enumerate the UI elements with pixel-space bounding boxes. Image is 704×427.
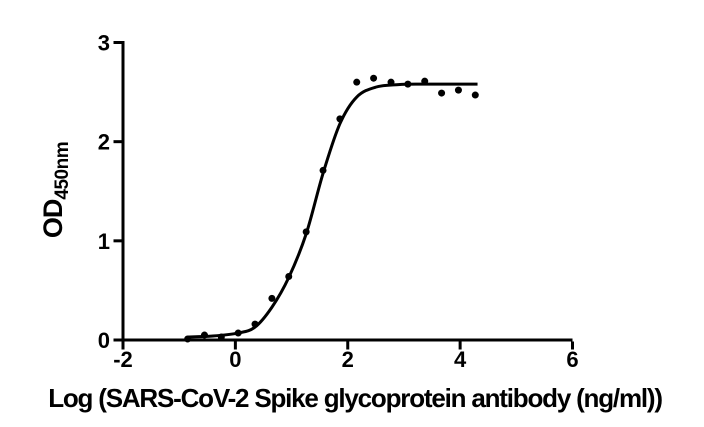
data-point xyxy=(404,80,412,88)
data-point xyxy=(234,329,242,337)
data-point xyxy=(336,115,344,123)
x-tick-label: 0 xyxy=(229,347,241,372)
x-axis-title: Log (SARS-CoV-2 Spike glycoprotein antib… xyxy=(48,383,663,413)
data-point xyxy=(370,74,378,82)
x-tick-label: 4 xyxy=(454,347,467,372)
data-point xyxy=(471,91,479,99)
data-point xyxy=(438,89,446,97)
data-point xyxy=(353,78,361,86)
y-axis-title-subscript: 450nm xyxy=(52,141,73,200)
y-tick-label: 2 xyxy=(98,130,110,155)
x-tick-label: 6 xyxy=(566,347,578,372)
data-point xyxy=(319,166,327,174)
data-point xyxy=(454,86,462,94)
data-point xyxy=(217,333,225,341)
x-tick-label: -2 xyxy=(113,347,133,372)
data-point xyxy=(387,78,395,86)
y-axis-title-base: OD xyxy=(38,199,68,239)
data-point xyxy=(200,331,208,339)
data-point xyxy=(268,294,276,302)
y-tick-label: 3 xyxy=(98,31,110,56)
y-tick-label: 1 xyxy=(98,229,110,254)
y-tick-label: 0 xyxy=(98,328,110,353)
data-point xyxy=(285,273,293,281)
data-point xyxy=(184,335,192,343)
x-tick-label: 2 xyxy=(342,347,354,372)
data-point xyxy=(251,320,259,328)
data-point xyxy=(421,77,429,85)
data-point xyxy=(302,228,310,236)
y-axis-title: OD450nm xyxy=(38,142,74,238)
fit-curve xyxy=(187,82,478,339)
